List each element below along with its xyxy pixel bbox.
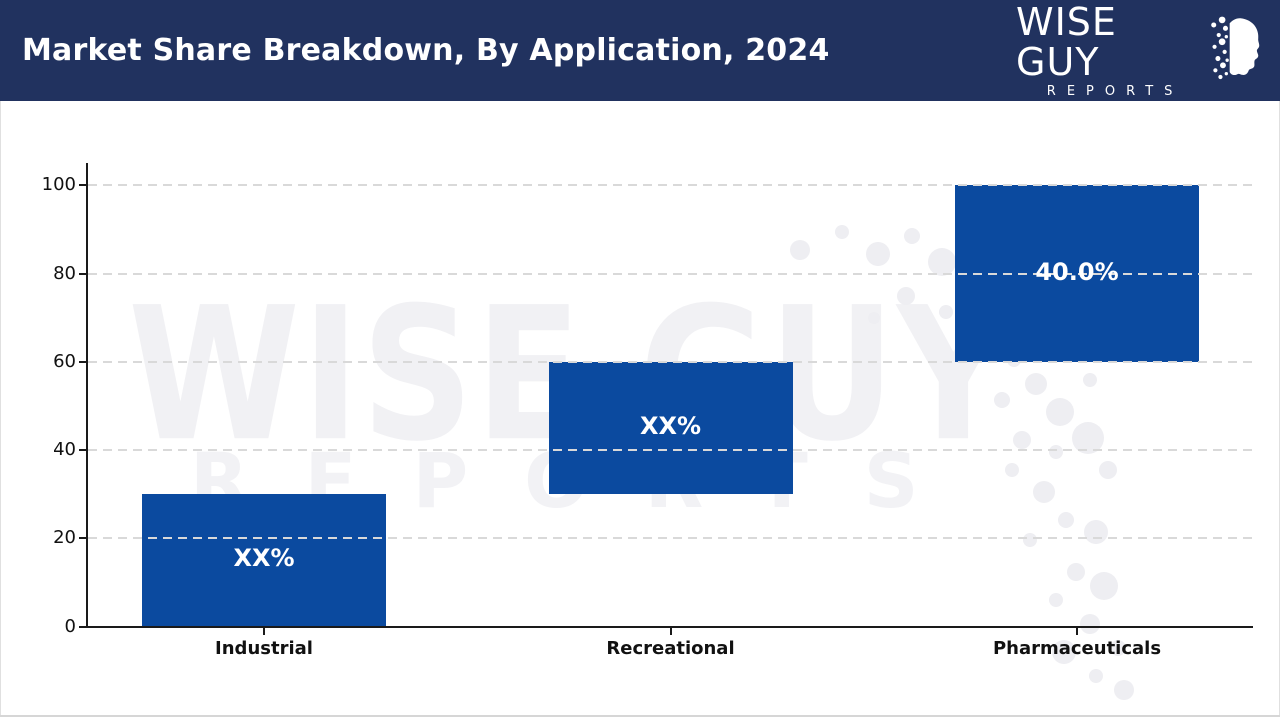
y-axis-spine: [86, 163, 88, 628]
y-tick-60: [79, 360, 86, 363]
y-tick-80: [79, 272, 86, 275]
bar-recreational: [548, 361, 793, 495]
gridline-60: [88, 360, 1253, 363]
y-tick-label-20: 20: [53, 527, 76, 549]
y-tick-40: [79, 449, 86, 452]
gridline-20: [88, 537, 1253, 540]
y-tick-100: [79, 184, 86, 187]
x-tick-label-pharmaceuticals: Pharmaceuticals: [992, 638, 1162, 659]
x-tick-pharmaceuticals: [1076, 628, 1078, 635]
logo-wordmark: WISE GUY REPORTS: [1016, 0, 1203, 99]
x-tick-recreational: [669, 628, 672, 635]
bar-label-pharmaceuticals: 40.0%: [1035, 257, 1119, 286]
gridline-40: [88, 449, 1253, 452]
bar-label-recreational: XX%: [639, 411, 702, 440]
logo-face-icon: [1211, 16, 1260, 80]
y-tick-label-100: 100: [41, 174, 76, 196]
x-axis-spine: [86, 625, 1253, 628]
chart-title: Market Share Breakdown, By Application, …: [22, 33, 830, 68]
gridline-100: [88, 184, 1253, 187]
y-tick-20: [79, 537, 86, 540]
y-tick-0: [79, 625, 86, 628]
x-tick-label-industrial: Industrial: [215, 638, 313, 659]
y-tick-label-60: 60: [53, 350, 76, 372]
logo-reports-text: REPORTS: [1046, 83, 1184, 99]
gridline-80: [88, 272, 1253, 275]
bar-industrial: [142, 494, 386, 627]
y-tick-label-0: 0: [64, 615, 76, 637]
bar-label-industrial: XX%: [233, 544, 295, 573]
logo-wiseguy-text: WISE GUY: [1016, 0, 1117, 84]
y-tick-label-40: 40: [53, 439, 76, 461]
x-tick-industrial: [263, 628, 265, 635]
y-tick-label-80: 80: [53, 262, 76, 284]
footer-divider: [0, 715, 1280, 717]
wise-guy-reports-logo: WISE GUY REPORTS: [1016, 0, 1266, 99]
header-bar: Market Share Breakdown, By Application, …: [0, 0, 1280, 101]
x-tick-label-recreational: Recreational: [606, 638, 735, 659]
